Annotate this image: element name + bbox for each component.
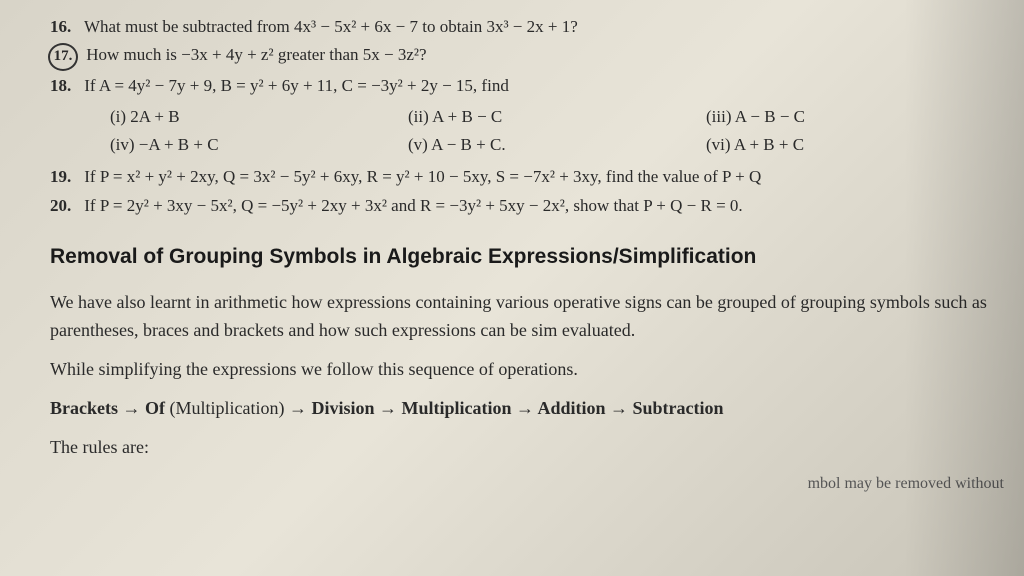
question-17: 17. How much is −3x + 4y + z² greater th… — [50, 42, 1004, 71]
order-of: (Multiplication) → — [169, 398, 311, 418]
order-of-ops: Brackets → Of (Multiplication) → Divisio… — [50, 394, 1004, 423]
q19-num: 19. — [50, 164, 80, 190]
q18-part-iii: (iii) A − B − C — [706, 104, 1004, 130]
question-19: 19. If P = x² + y² + 2xy, Q = 3x² − 5y² … — [50, 164, 1004, 190]
question-16: 16. What must be subtracted from 4x³ − 5… — [50, 14, 1004, 40]
q18-part-v: (v) A − B + C. — [408, 132, 706, 158]
q20-num: 20. — [50, 193, 80, 219]
q16-num: 16. — [50, 14, 80, 40]
q18-part-vi: (vi) A + B + C — [706, 132, 1004, 158]
q18-num: 18. — [50, 73, 80, 99]
q16-text: What must be subtracted from 4x³ − 5x² +… — [84, 17, 578, 36]
q18-part-i: (i) 2A + B — [110, 104, 408, 130]
cutoff-text: mbol may be removed without — [50, 472, 1004, 497]
question-20: 20. If P = 2y² + 3xy − 5x², Q = −5y² + 2… — [50, 193, 1004, 219]
q19-text: If P = x² + y² + 2xy, Q = 3x² − 5y² + 6x… — [84, 167, 761, 186]
question-18: 18. If A = 4y² − 7y + 9, B = y² + 6y + 1… — [50, 73, 1004, 99]
q17-text: How much is −3x + 4y + z² greater than 5… — [86, 45, 426, 64]
q18-subparts: (i) 2A + B (ii) A + B − C (iii) A − B − … — [50, 104, 1004, 159]
order-rest: Division → Multiplication → Addition → S… — [311, 398, 723, 418]
q18-text: If A = 4y² − 7y + 9, B = y² + 6y + 11, C… — [84, 76, 509, 95]
paragraph-2: While simplifying the expressions we fol… — [50, 355, 1004, 384]
rules-line: The rules are: — [50, 433, 1004, 462]
order-brackets: Brackets → Of — [50, 398, 169, 418]
section-heading: Removal of Grouping Symbols in Algebraic… — [50, 241, 1004, 274]
q20-text: If P = 2y² + 3xy − 5x², Q = −5y² + 2xy +… — [84, 196, 742, 215]
q18-part-ii: (ii) A + B − C — [408, 104, 706, 130]
paragraph-1: We have also learnt in arithmetic how ex… — [50, 288, 1004, 346]
q17-num: 17. — [48, 43, 78, 71]
page-content: 16. What must be subtracted from 4x³ − 5… — [0, 0, 1024, 506]
q18-part-iv: (iv) −A + B + C — [110, 132, 408, 158]
